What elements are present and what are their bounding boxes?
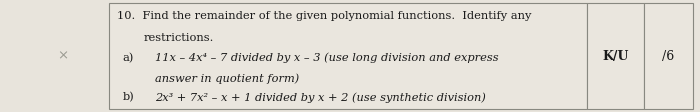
Text: answer in quotient form): answer in quotient form) (155, 74, 300, 84)
Text: 11x – 4x⁴ – 7 divided by x – 3 (use long division and express: 11x – 4x⁴ – 7 divided by x – 3 (use long… (155, 52, 499, 63)
FancyBboxPatch shape (587, 3, 644, 109)
Text: ×: × (57, 50, 69, 62)
Text: 10.  Find the remainder of the given polynomial functions.  Identify any: 10. Find the remainder of the given poly… (117, 11, 531, 21)
Text: a): a) (122, 53, 134, 63)
Text: /6: /6 (662, 50, 675, 62)
Text: restrictions.: restrictions. (144, 32, 214, 43)
Text: 2x³ + 7x² – x + 1 divided by x + 2 (use synthetic division): 2x³ + 7x² – x + 1 divided by x + 2 (use … (155, 92, 486, 103)
FancyBboxPatch shape (644, 3, 693, 109)
Text: b): b) (122, 92, 134, 103)
FancyBboxPatch shape (108, 3, 587, 109)
Text: K/U: K/U (602, 50, 629, 62)
